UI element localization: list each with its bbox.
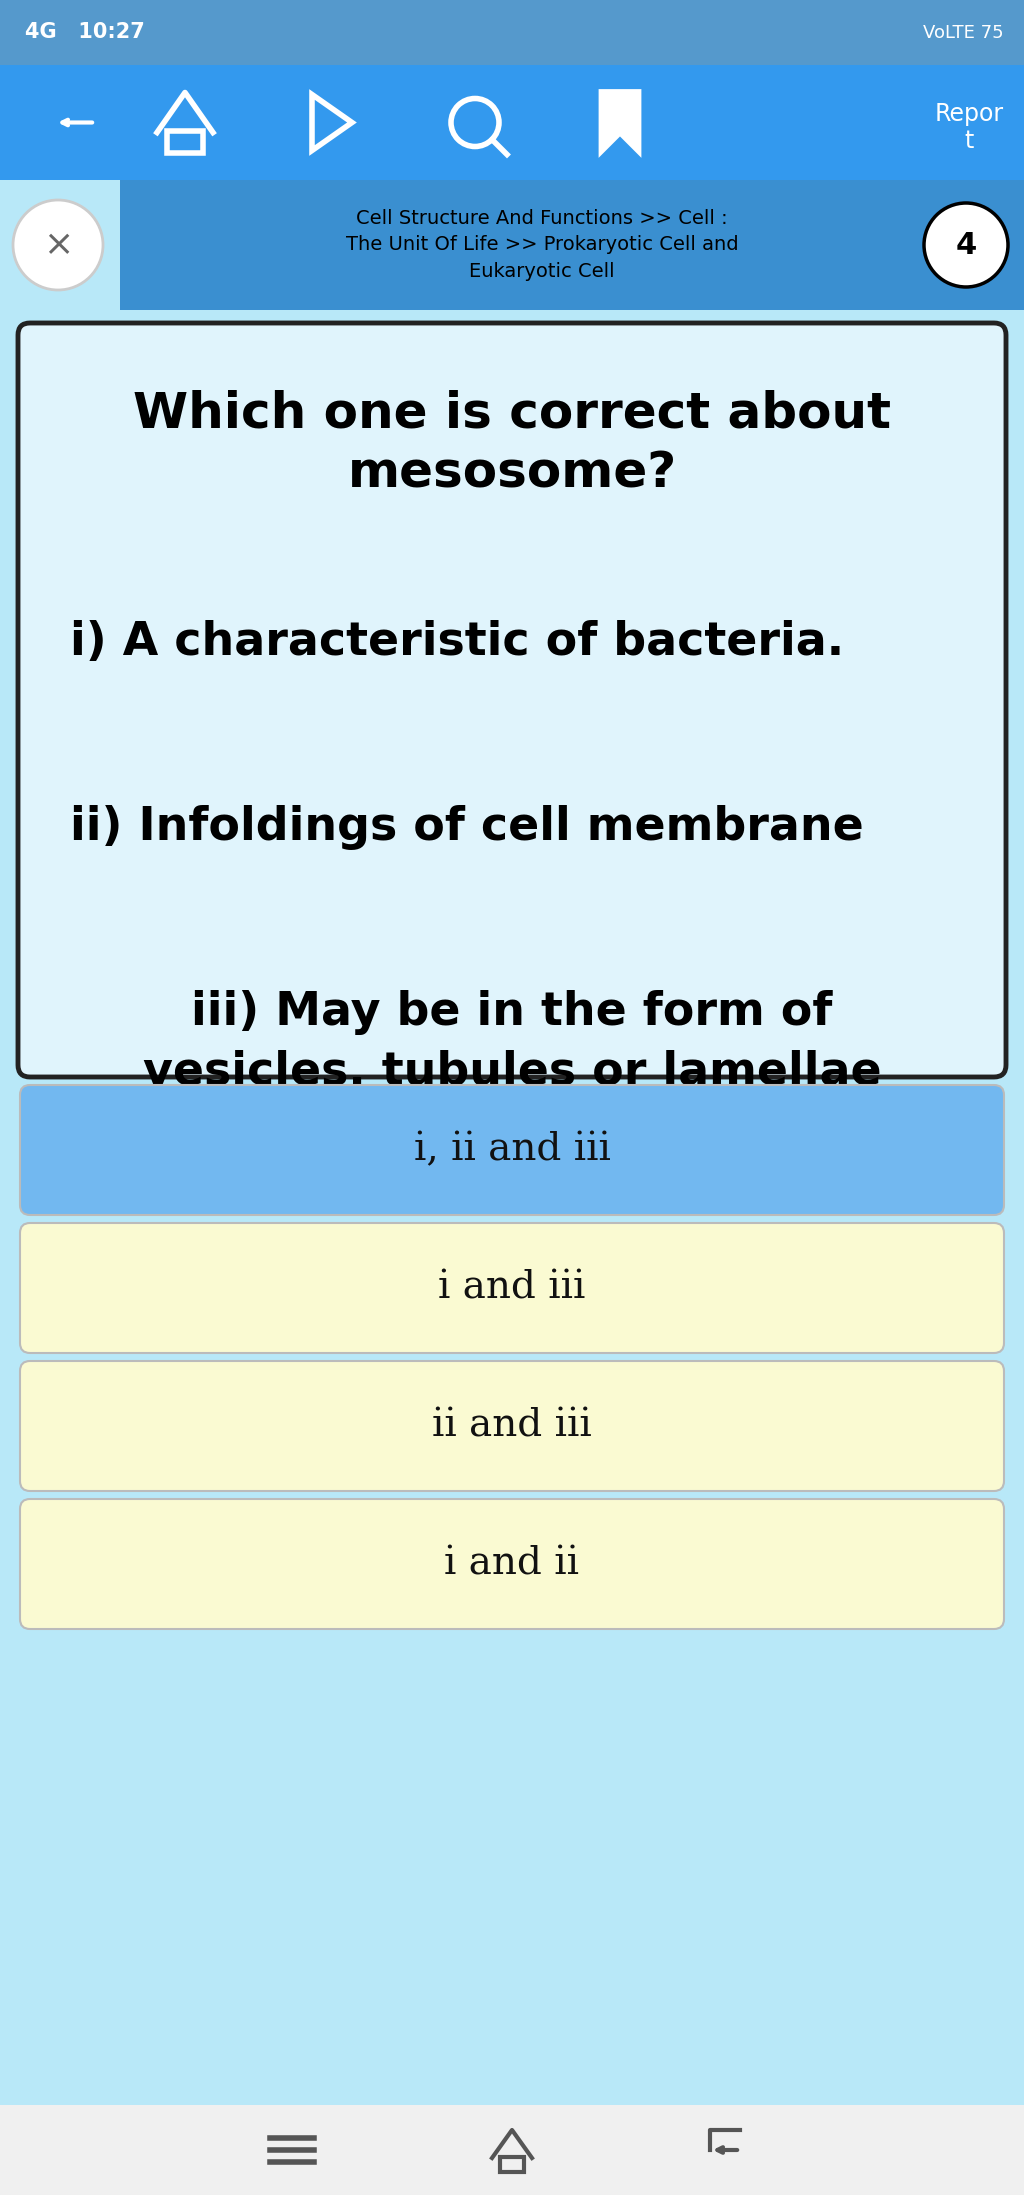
- Circle shape: [13, 200, 103, 290]
- Text: i and ii: i and ii: [444, 1545, 580, 1583]
- Text: i, ii and iii: i, ii and iii: [414, 1130, 610, 1168]
- FancyBboxPatch shape: [120, 180, 1024, 309]
- FancyBboxPatch shape: [20, 1084, 1004, 1216]
- Text: ii and iii: ii and iii: [432, 1407, 592, 1444]
- Text: t: t: [965, 130, 974, 151]
- Text: MEMONEET: MEMONEET: [387, 1087, 637, 1124]
- Text: ×: ×: [43, 228, 73, 261]
- Text: vesicles, tubules or lamellae: vesicles, tubules or lamellae: [142, 1049, 882, 1095]
- FancyBboxPatch shape: [0, 0, 1024, 66]
- Polygon shape: [600, 90, 640, 154]
- FancyBboxPatch shape: [20, 1223, 1004, 1352]
- FancyBboxPatch shape: [0, 2105, 1024, 2195]
- Text: Line by Line NCERT: Line by Line NCERT: [362, 1150, 662, 1179]
- Text: iii) May be in the form of: iii) May be in the form of: [191, 990, 833, 1036]
- Text: Repor: Repor: [935, 103, 1004, 127]
- Text: i and iii: i and iii: [438, 1269, 586, 1306]
- Circle shape: [924, 202, 1008, 288]
- FancyBboxPatch shape: [0, 66, 1024, 180]
- Text: ii) Infoldings of cell membrane: ii) Infoldings of cell membrane: [70, 806, 864, 849]
- FancyBboxPatch shape: [20, 1361, 1004, 1490]
- FancyBboxPatch shape: [18, 323, 1006, 1078]
- Text: i) A characteristic of bacteria.: i) A characteristic of bacteria.: [70, 619, 844, 665]
- Text: VoLTE 75: VoLTE 75: [924, 24, 1004, 42]
- Text: 4G  10:27: 4G 10:27: [25, 22, 144, 42]
- Text: Which one is correct about
mesosome?: Which one is correct about mesosome?: [133, 391, 891, 498]
- FancyBboxPatch shape: [20, 1499, 1004, 1629]
- Text: Cell Structure And Functions >> Cell :
The Unit Of Life >> Prokaryotic Cell and
: Cell Structure And Functions >> Cell : T…: [346, 209, 738, 281]
- Text: 4: 4: [955, 230, 977, 259]
